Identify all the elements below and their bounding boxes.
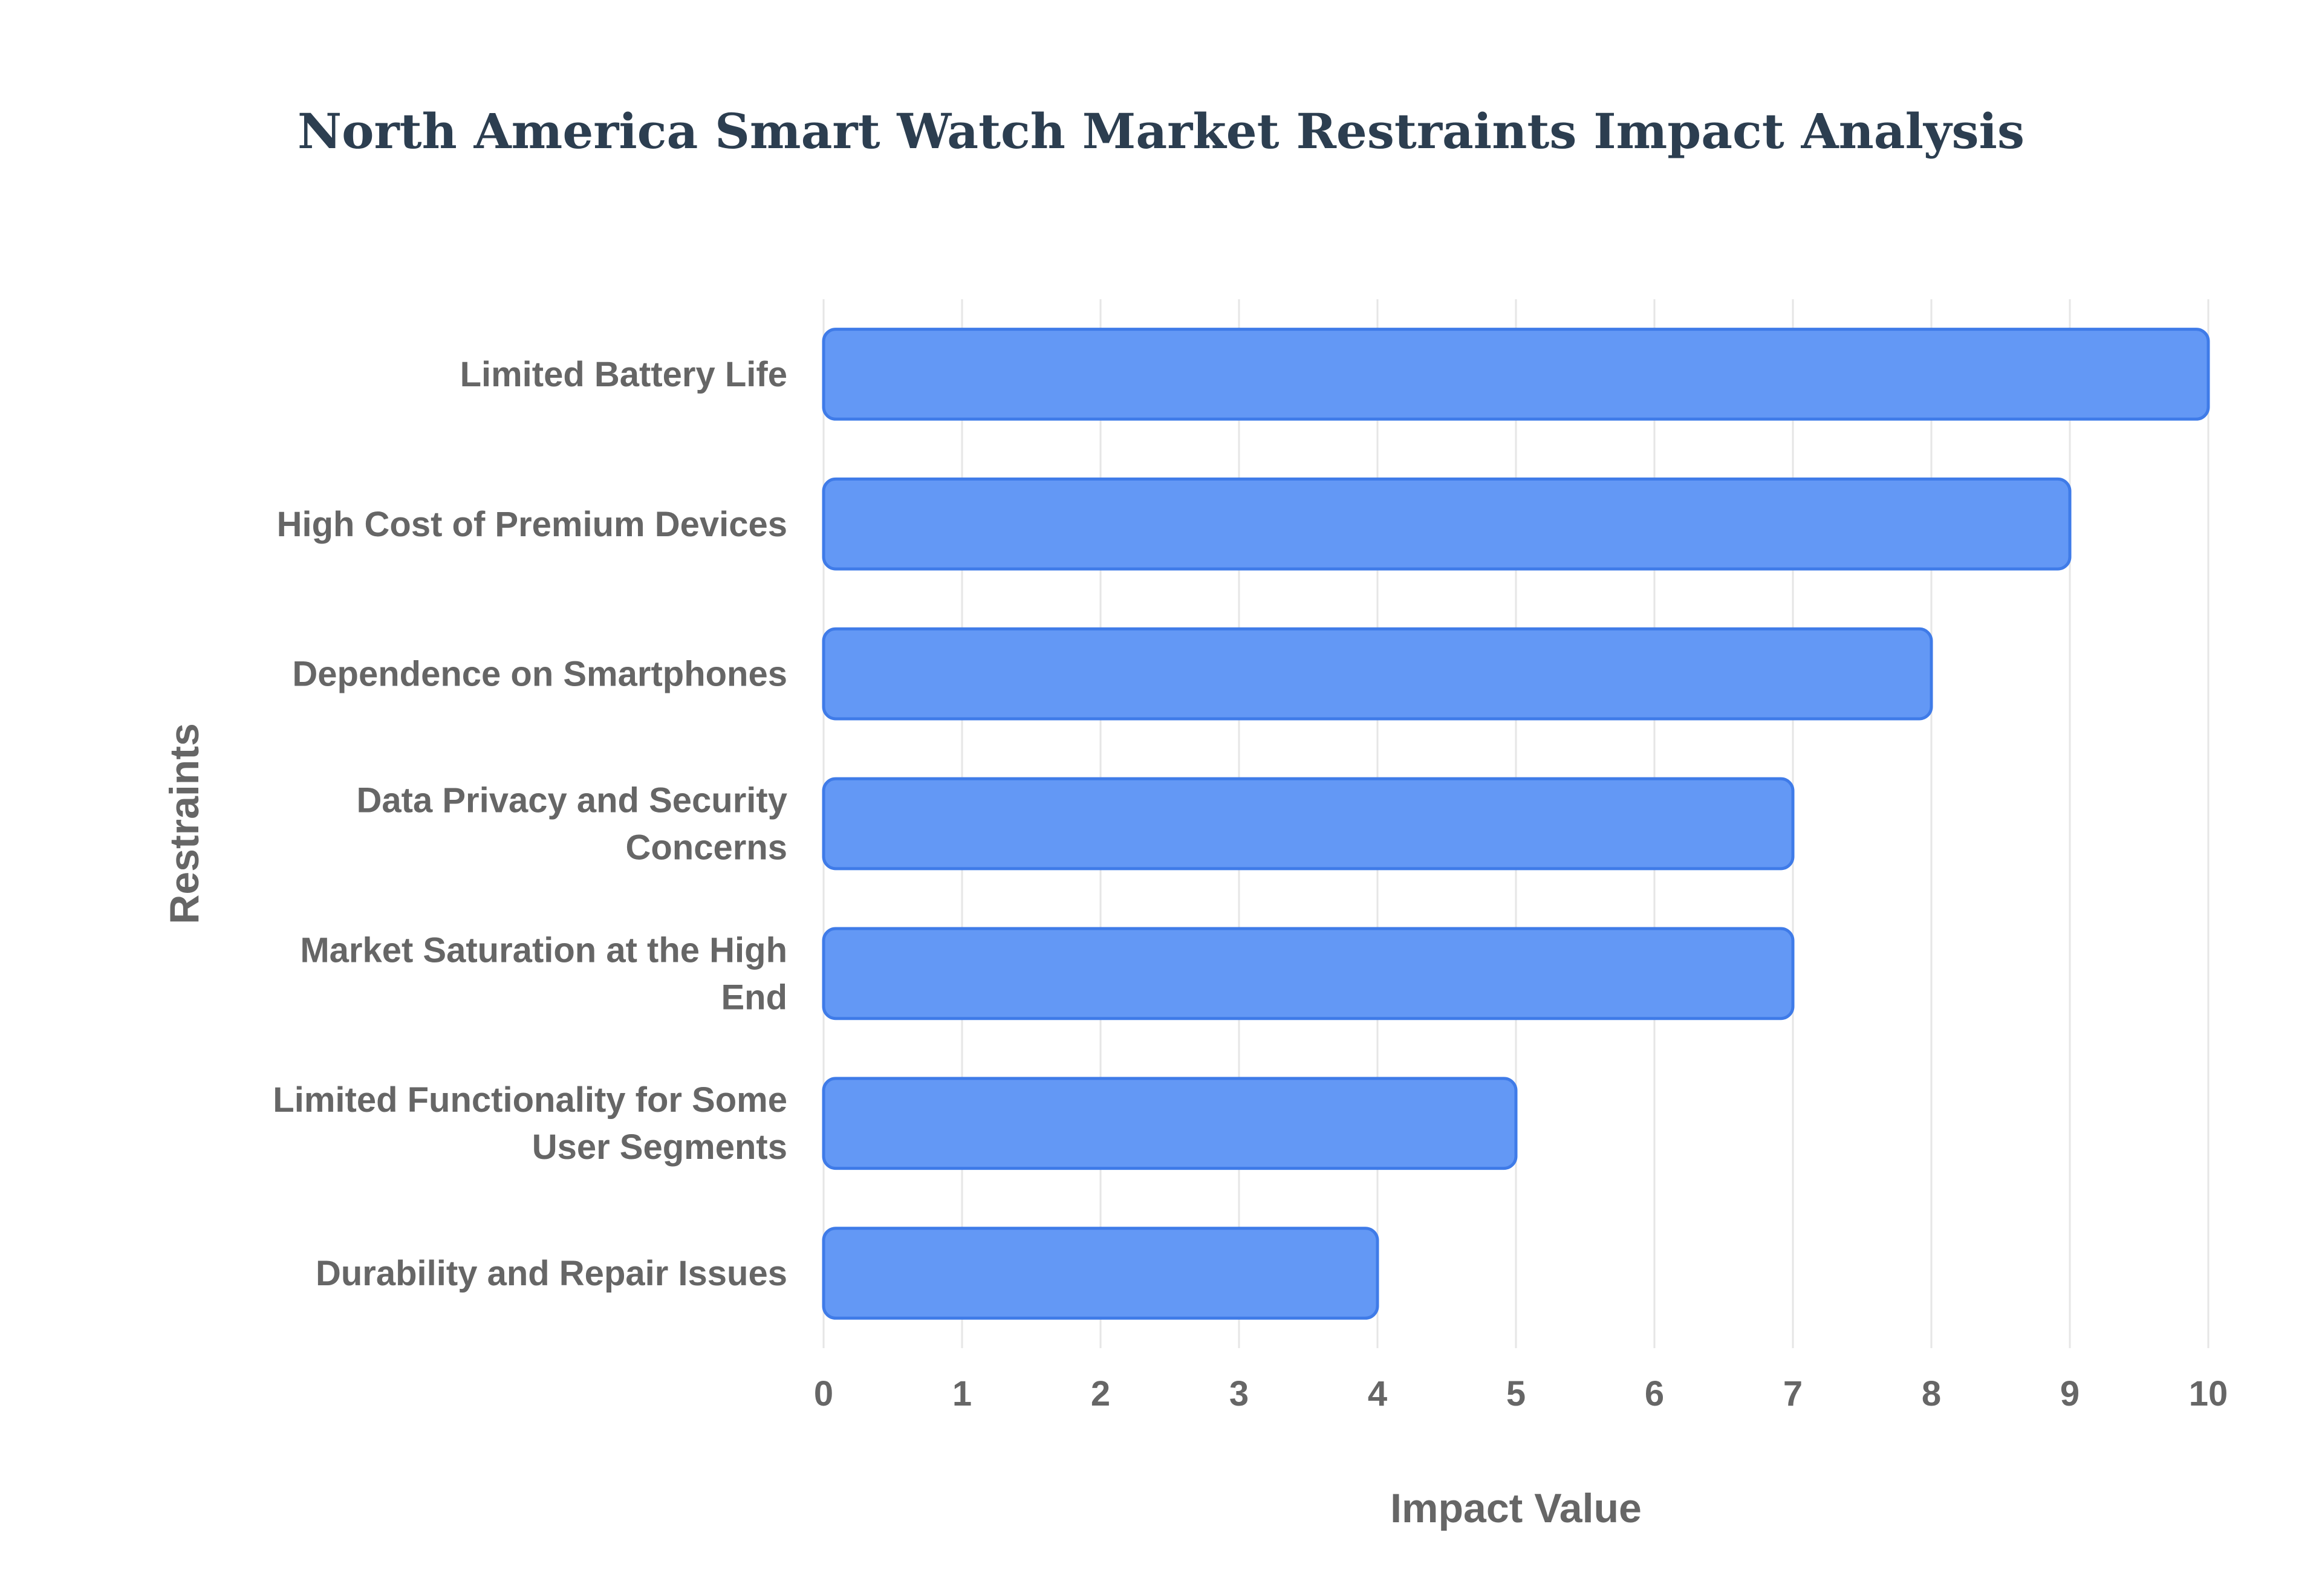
y-category-label: Limited Battery Life [460, 355, 787, 394]
bar-3 [822, 777, 1795, 871]
x-tick-label: 10 [2189, 1374, 2228, 1413]
x-tick-label: 5 [1506, 1374, 1526, 1413]
bars [822, 328, 2210, 1320]
y-category-label-line: Durability and Repair Issues [316, 1254, 787, 1293]
x-tick-labels: 0 1 2 3 4 5 6 7 8 9 10 [814, 1374, 2228, 1413]
x-tick-label: 3 [1229, 1374, 1249, 1413]
y-category-label-line: Data Privacy and Security [357, 781, 787, 820]
y-category-label: Durability and Repair Issues [316, 1254, 787, 1293]
y-axis-title: Restraints [161, 723, 207, 924]
x-tick-label: 7 [1783, 1374, 1803, 1413]
bar-5 [822, 1077, 1518, 1170]
y-category-label-line: Market Saturation at the High [300, 930, 787, 970]
y-category-label: Data Privacy and Security Concerns [357, 781, 787, 868]
y-category-label-line: Limited Battery Life [460, 355, 787, 394]
y-category-label-line: End [721, 978, 787, 1017]
x-axis-title: Impact Value [1390, 1485, 1642, 1531]
y-category-label: High Cost of Premium Devices [277, 505, 787, 544]
x-tick-label: 2 [1091, 1374, 1110, 1413]
x-tick-label: 1 [952, 1374, 972, 1413]
bar-0 [822, 328, 2210, 421]
x-tick-label: 6 [1645, 1374, 1664, 1413]
x-tick-label: 4 [1368, 1374, 1387, 1413]
y-category-labels: Limited Battery Life High Cost of Premium… [273, 355, 787, 1293]
x-tick-label: 8 [1922, 1374, 1941, 1413]
y-category-label-line: Limited Functionality for Some [273, 1080, 787, 1120]
bar-4 [822, 927, 1795, 1020]
y-category-label-line: Dependence on Smartphones [292, 655, 787, 694]
y-category-label: Limited Functionality for Some User Segme… [273, 1080, 787, 1167]
x-tick-label: 9 [2060, 1374, 2080, 1413]
bar-2 [822, 627, 1933, 721]
bar-6 [822, 1227, 1379, 1320]
y-category-label-line: User Segments [532, 1127, 787, 1167]
y-category-label: Dependence on Smartphones [292, 655, 787, 694]
chart-title: North America Smart Watch Market Restrai… [298, 103, 2024, 160]
y-category-label-line: High Cost of Premium Devices [277, 505, 787, 544]
y-category-label: Market Saturation at the High End [300, 930, 787, 1017]
x-tick-label: 0 [814, 1374, 833, 1413]
bar-1 [822, 477, 2072, 571]
y-category-label-line: Concerns [625, 828, 787, 868]
